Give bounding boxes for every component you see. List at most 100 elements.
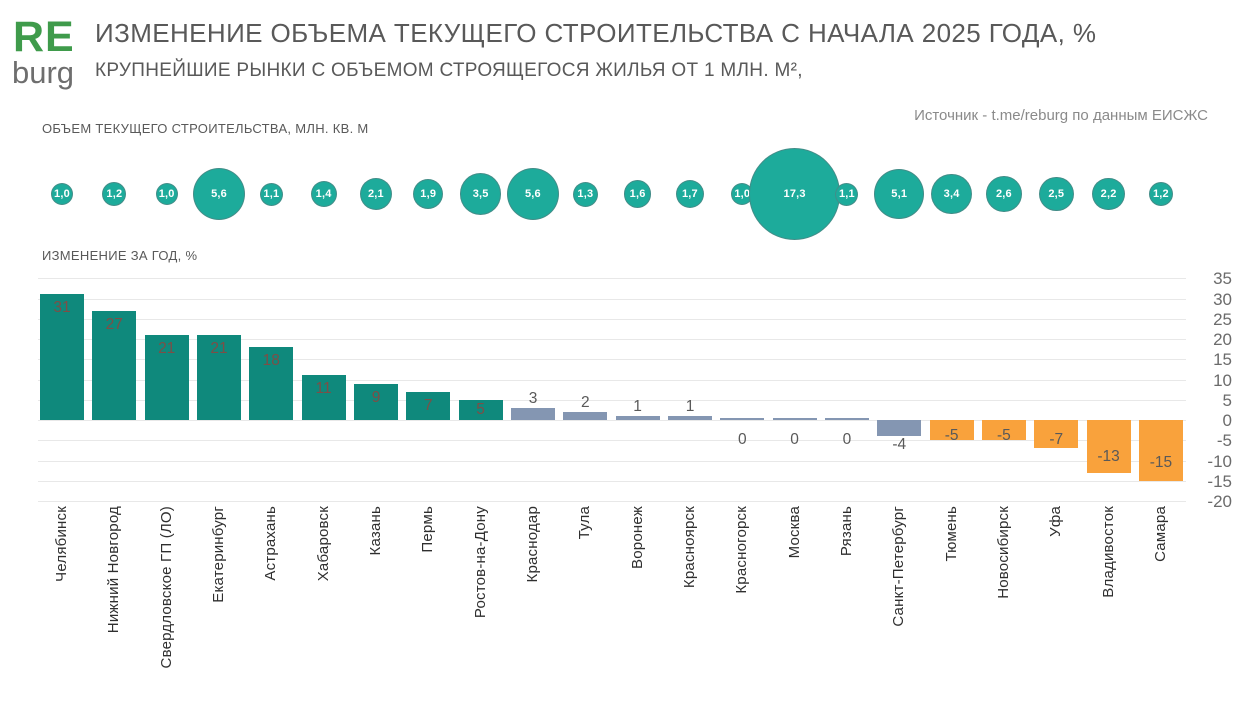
y-tick-label: 10 bbox=[1213, 370, 1232, 390]
bar-value-label: -5 bbox=[944, 427, 959, 444]
volume-bubble: 2,2 bbox=[1092, 177, 1125, 211]
bar-value-label: -15 bbox=[1149, 453, 1173, 471]
city-label: Пермь bbox=[419, 506, 437, 553]
bubble-value: 1,0 bbox=[54, 188, 70, 200]
grid-line bbox=[38, 420, 1186, 421]
city-label: Нижний Новгород bbox=[105, 506, 123, 634]
bar bbox=[354, 383, 398, 420]
grid-line bbox=[38, 298, 1186, 300]
grid-line bbox=[38, 359, 1186, 361]
bubble-value: 1,9 bbox=[420, 187, 437, 200]
bar bbox=[563, 411, 608, 420]
y-tick-label: -5 bbox=[1216, 431, 1232, 451]
volume-bubble: 5,6 bbox=[506, 168, 559, 221]
bar-value-label: 21 bbox=[210, 339, 228, 357]
bar bbox=[40, 294, 84, 420]
bubble-value: 5,6 bbox=[211, 188, 227, 201]
city-label: Краснодар bbox=[524, 506, 541, 583]
bar-value-label: 11 bbox=[315, 380, 332, 398]
bar-section-label: ИЗМЕНЕНИЕ ЗА ГОД, % bbox=[42, 248, 198, 263]
y-tick-label: -15 bbox=[1207, 471, 1232, 491]
bubble-value: 1,3 bbox=[577, 188, 594, 201]
grid-line bbox=[38, 339, 1186, 340]
page-title: ИЗМЕНЕНИЕ ОБЪЕМА ТЕКУЩЕГО СТРОИТЕЛЬСТВА … bbox=[95, 18, 1097, 48]
bar bbox=[772, 417, 817, 420]
bar bbox=[406, 391, 451, 420]
y-tick-label: 5 bbox=[1222, 390, 1232, 410]
volume-bubble: 5,6 bbox=[193, 168, 246, 221]
bubble-value: 1,0 bbox=[158, 188, 175, 200]
bar-value-label: -7 bbox=[1049, 430, 1064, 448]
bar-value-label: 2 bbox=[580, 393, 590, 411]
volume-bubble: 1,7 bbox=[675, 179, 705, 209]
bar-value-label: 5 bbox=[476, 400, 485, 418]
volume-bubble: 5,1 bbox=[874, 169, 925, 219]
bubble-value: 2,5 bbox=[1048, 187, 1065, 200]
bar bbox=[92, 310, 137, 420]
y-tick-label: -10 bbox=[1207, 451, 1232, 471]
city-label: Челябинск bbox=[53, 506, 70, 582]
volume-bubble: 2,1 bbox=[360, 178, 392, 210]
volume-bubble: 2,6 bbox=[986, 176, 1022, 212]
bar-value-label: 31 bbox=[53, 299, 71, 317]
bar bbox=[929, 420, 974, 441]
bar bbox=[1034, 420, 1079, 449]
bar-value-label: -4 bbox=[892, 436, 907, 454]
bar-value-label: 3 bbox=[528, 389, 538, 407]
bubble-value: 5,1 bbox=[891, 188, 908, 201]
bar-value-label: 9 bbox=[371, 388, 381, 406]
bubble-value: 1,2 bbox=[1152, 188, 1169, 201]
bar-value-label: 1 bbox=[633, 397, 642, 415]
bar bbox=[458, 399, 503, 421]
bar bbox=[720, 417, 765, 420]
city-label: Владивосток bbox=[1099, 506, 1117, 598]
bubble-value: 2,1 bbox=[367, 188, 384, 201]
y-tick-label: 15 bbox=[1213, 350, 1232, 370]
volume-bubble: 17,3 bbox=[748, 148, 841, 240]
grid-line bbox=[38, 480, 1186, 482]
bar-value-label: 1 bbox=[685, 397, 695, 415]
y-tick-label: -20 bbox=[1207, 492, 1232, 511]
bar-value-label: -5 bbox=[996, 427, 1011, 444]
city-label: Казань bbox=[367, 506, 384, 556]
volume-bubble: 1,0 bbox=[51, 183, 73, 205]
bubble-value: 1,2 bbox=[106, 188, 123, 201]
city-label: Астрахань bbox=[262, 506, 280, 581]
grid-line bbox=[38, 460, 1186, 462]
source-credit: Источник - t.me/reburg по данным ЕИСЖС bbox=[914, 107, 1208, 124]
bar bbox=[249, 347, 294, 420]
city-label: Уфа bbox=[1047, 506, 1065, 537]
city-label: Ростов-на-Дону bbox=[471, 506, 489, 619]
bar bbox=[511, 407, 555, 420]
city-label: Тула bbox=[576, 506, 594, 540]
y-tick-label: 25 bbox=[1213, 309, 1232, 329]
volume-bubble: 1,3 bbox=[572, 181, 598, 207]
volume-bubble: 3,4 bbox=[931, 173, 972, 215]
y-tick-label: 30 bbox=[1213, 289, 1232, 309]
bar bbox=[824, 417, 869, 420]
grid-line bbox=[38, 501, 1186, 502]
volume-bubble: 1,1 bbox=[259, 182, 283, 206]
bar-value-label: 0 bbox=[842, 431, 852, 448]
bubble-value: 1,0 bbox=[734, 188, 751, 200]
bubble-value: 17,3 bbox=[783, 187, 806, 200]
bar bbox=[981, 420, 1026, 441]
grid-line bbox=[38, 440, 1186, 442]
grid-line bbox=[38, 318, 1186, 320]
volume-bubble: 1,4 bbox=[310, 181, 337, 207]
volume-bubble: 3,5 bbox=[460, 173, 502, 215]
city-label: Красноярск bbox=[681, 506, 698, 589]
city-label: Свердловское ГП (ЛО) bbox=[157, 506, 175, 669]
bar-value-label: 7 bbox=[423, 396, 433, 414]
bar-value-label: 27 bbox=[105, 315, 123, 333]
page-subtitle: КРУПНЕЙШИЕ РЫНКИ С ОБЪЕМОМ СТРОЯЩЕГОСЯ Ж… bbox=[95, 60, 803, 81]
bar-value-label: -13 bbox=[1097, 447, 1120, 465]
bar bbox=[1138, 420, 1183, 481]
bar-value-label: 0 bbox=[790, 431, 799, 448]
bubble-value: 1,1 bbox=[263, 188, 280, 201]
bubble-value: 1,6 bbox=[629, 187, 646, 200]
y-tick-label: 35 bbox=[1213, 269, 1232, 289]
y-tick-label: 20 bbox=[1213, 330, 1232, 349]
bubble-value: 2,6 bbox=[995, 188, 1012, 201]
bar bbox=[877, 420, 922, 437]
